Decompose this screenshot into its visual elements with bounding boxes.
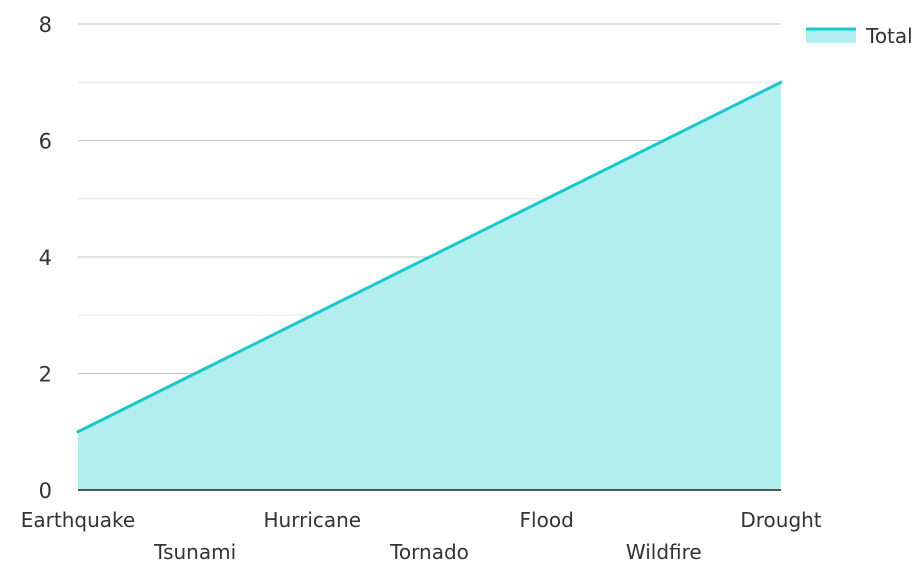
legend-swatch-fill — [806, 29, 856, 43]
x-tick-label: Earthquake — [21, 508, 135, 532]
y-tick-label: 4 — [39, 246, 52, 270]
x-tick-label: Drought — [740, 508, 821, 532]
legend-label[interactable]: Total — [865, 24, 913, 48]
legend[interactable]: Total — [806, 24, 913, 48]
y-tick-label: 0 — [39, 479, 52, 503]
y-tick-label: 8 — [39, 13, 52, 37]
x-axis: Earthquake Tsunami Hurricane Tornado Flood Wi… — [21, 489, 822, 562]
x-tick-label: Wildfire — [626, 540, 702, 562]
x-tick-label: Flood — [520, 508, 574, 532]
x-tick-label: Hurricane — [264, 508, 362, 532]
y-axis: 0 2 4 6 8 — [39, 13, 52, 503]
y-tick-label: 2 — [39, 363, 52, 387]
x-tick-label: Tornado — [389, 540, 469, 562]
y-tick-label: 6 — [39, 130, 52, 154]
x-tick-label: Tsunami — [153, 540, 236, 562]
series-area — [78, 82, 781, 490]
plot-area — [76, 80, 783, 490]
